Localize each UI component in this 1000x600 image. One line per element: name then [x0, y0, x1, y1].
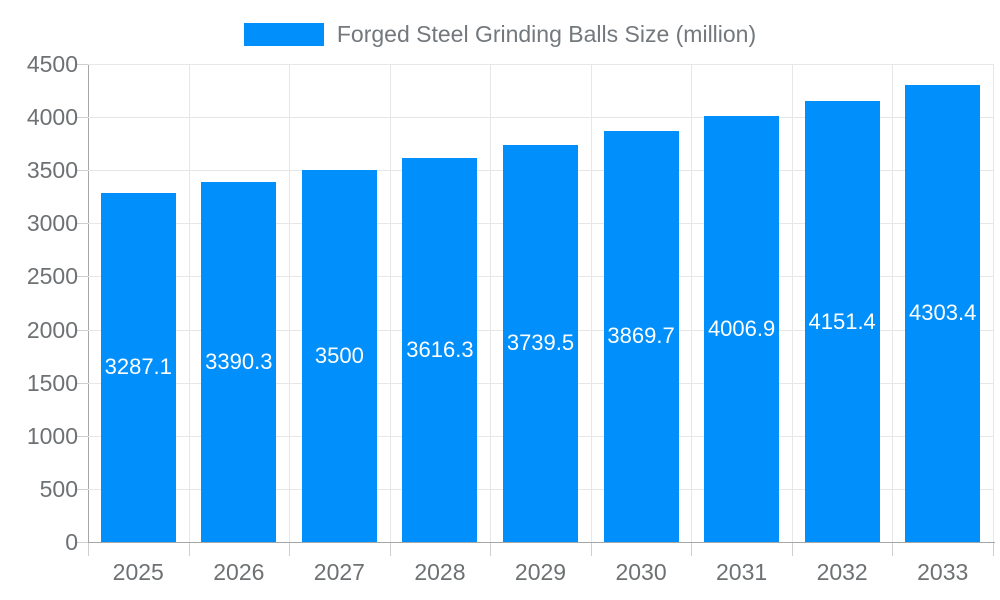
x-axis-label: 2025 [112, 559, 164, 585]
x-axis-tick [691, 543, 693, 556]
y-axis-label: 3500 [26, 157, 78, 184]
y-axis-label: 1000 [26, 422, 78, 449]
y-axis-label: 2500 [26, 263, 78, 290]
y-axis-tick [77, 382, 88, 384]
bar[interactable]: 4006.9 [704, 116, 780, 542]
y-axis-tick [77, 435, 88, 437]
x-axis-label: 2028 [414, 559, 466, 585]
y-axis-label: 1500 [26, 369, 78, 396]
y-axis-tick [77, 488, 88, 490]
y-axis-tick [77, 117, 88, 119]
bar-value-label: 3287.1 [104, 354, 172, 380]
gridline-vertical [791, 64, 793, 542]
x-axis-tick [389, 543, 391, 556]
bar-value-label: 4303.4 [909, 300, 977, 326]
bar-value-label: 3500 [314, 343, 364, 369]
y-axis-label: 3000 [26, 210, 78, 237]
x-axis-tick [88, 543, 89, 556]
x-axis-label: 2026 [213, 559, 265, 585]
legend-label: Forged Steel Grinding Balls Size (millio… [336, 20, 757, 47]
gridline-vertical [892, 64, 894, 542]
y-axis-line [88, 64, 89, 542]
bar[interactable]: 3739.5 [503, 144, 578, 542]
gridline-vertical [389, 64, 391, 542]
gridline-vertical [289, 64, 291, 542]
y-axis-tick [77, 542, 88, 543]
bar[interactable]: 3869.7 [603, 130, 679, 542]
x-axis-tick [188, 543, 190, 556]
y-axis-label: 4000 [26, 104, 78, 131]
x-axis-tick [892, 543, 894, 556]
x-axis-label: 2030 [615, 559, 667, 585]
y-axis-tick [77, 64, 88, 65]
y-axis-label: 0 [65, 529, 78, 555]
bar-value-label: 4151.4 [808, 308, 876, 334]
gridline-horizontal [88, 117, 993, 119]
x-axis-line [77, 542, 995, 543]
x-axis-label: 2032 [816, 559, 868, 585]
x-axis-label: 2027 [313, 559, 365, 585]
bar[interactable]: 3390.3 [201, 181, 277, 542]
gridline-vertical [691, 64, 693, 542]
legend[interactable]: Forged Steel Grinding Balls Size (millio… [0, 18, 1000, 50]
gridline-vertical [590, 64, 592, 542]
bar[interactable]: 3287.1 [100, 192, 176, 542]
x-axis-label: 2031 [716, 559, 768, 585]
y-axis-tick [77, 170, 88, 172]
y-axis-tick [77, 329, 88, 331]
y-axis-label: 4500 [26, 51, 78, 77]
x-axis-tick [993, 543, 994, 556]
y-axis-label: 500 [39, 475, 78, 502]
gridline-vertical [490, 64, 492, 542]
x-axis-label: 2033 [917, 559, 969, 585]
legend-swatch-icon [243, 22, 324, 46]
plot-area: 3287.1 3390.3 3500 3616.3 3739.5 3869.7 4006.9… [88, 64, 994, 542]
bar-value-label: 3390.3 [205, 348, 273, 374]
x-axis-tick [791, 543, 793, 556]
x-axis-tick [289, 543, 291, 556]
bar-value-label: 3616.3 [406, 336, 474, 362]
y-axis-label: 2000 [26, 316, 78, 343]
y-axis-tick [77, 276, 88, 278]
bar[interactable]: 4303.4 [905, 84, 981, 542]
bar[interactable]: 3616.3 [402, 157, 478, 542]
gridline-vertical [993, 64, 994, 542]
x-axis-tick [590, 543, 592, 556]
bar-value-label: 3869.7 [607, 323, 675, 349]
x-axis-tick [490, 543, 492, 556]
bar-value-label: 4006.9 [707, 316, 776, 342]
y-axis-tick [77, 223, 88, 225]
gridline-horizontal [88, 64, 993, 65]
x-axis-label: 2029 [514, 559, 567, 585]
bar[interactable]: 3500 [301, 170, 377, 542]
bar[interactable]: 4151.4 [804, 101, 880, 542]
gridline-vertical [188, 64, 190, 542]
bar-value-label: 3739.5 [506, 330, 575, 356]
